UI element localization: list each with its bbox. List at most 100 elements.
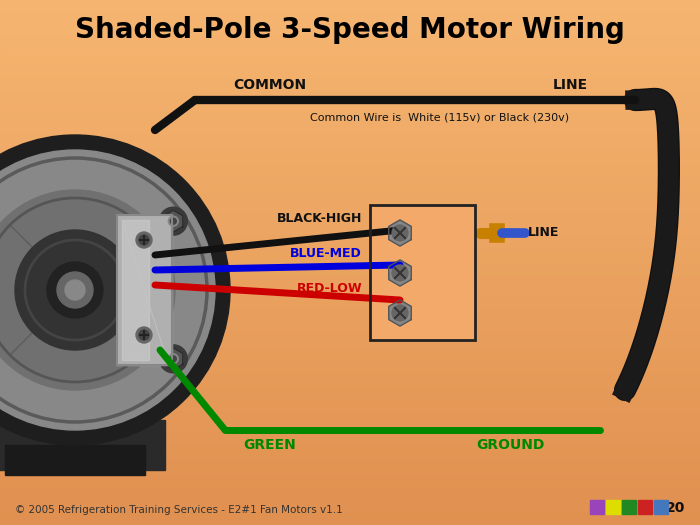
Bar [0,208,700,211]
Bar [0,425,700,427]
Bar [0,87,700,90]
Bar [0,464,700,467]
Bar [0,285,700,288]
Bar [0,92,700,95]
Bar [0,438,700,440]
Bar [0,155,700,159]
Circle shape [65,280,85,300]
Bar [117,215,172,365]
Bar [0,0,700,3]
Bar [0,150,700,153]
Bar [0,454,700,456]
Bar [0,430,700,433]
Circle shape [139,330,149,340]
Bar [0,494,700,496]
Bar [0,237,700,240]
Bar [0,504,700,507]
Bar [0,272,700,275]
Bar [0,514,700,517]
Bar [0,372,700,375]
Bar [0,190,700,193]
Bar [0,406,700,409]
Bar [0,375,700,377]
Bar [0,180,700,182]
Bar [0,235,700,237]
Circle shape [168,216,178,226]
Bar [0,159,700,161]
Bar [0,509,700,512]
Circle shape [136,327,152,343]
Bar [0,282,700,285]
Bar [0,366,700,370]
Text: © 2005 Refrigeration Training Services - E2#1 Fan Motors v1.1: © 2005 Refrigeration Training Services -… [15,505,343,515]
Bar [0,174,700,177]
Bar [0,69,700,71]
Bar [0,10,700,13]
Bar [0,280,700,282]
Bar [0,45,700,47]
Bar [0,335,700,338]
Bar [0,161,700,164]
Bar [0,277,700,280]
Bar [0,85,700,87]
Bar [0,288,700,290]
Bar [0,5,700,8]
Bar [0,224,700,227]
Bar [0,446,700,448]
Bar [0,64,700,66]
Bar [0,227,700,229]
Circle shape [160,207,188,235]
Bar [0,380,700,383]
Bar [0,351,700,353]
Bar [0,496,700,499]
Bar [0,520,700,522]
Bar [654,500,668,514]
Bar [0,142,700,145]
Bar [0,370,700,372]
Bar [0,24,700,26]
Bar [117,215,172,365]
Bar [0,18,700,21]
Circle shape [170,356,176,362]
Bar [0,472,700,475]
Bar [0,124,700,127]
Bar [0,404,700,406]
Text: GROUND: GROUND [476,438,544,452]
Bar [0,443,700,446]
Bar [0,219,700,222]
Bar [0,301,700,303]
Bar [0,267,700,269]
Bar [0,478,700,480]
Bar [0,401,700,404]
Bar [0,26,700,29]
Bar [0,42,700,45]
Bar [0,98,700,100]
Bar [0,364,700,366]
Bar [0,145,700,148]
Bar [0,243,700,245]
Bar [0,71,700,74]
Bar [370,205,475,340]
Text: BLACK-HIGH: BLACK-HIGH [276,212,362,225]
Bar [0,3,700,5]
Circle shape [0,150,215,430]
Bar [0,461,700,464]
Bar [0,216,700,219]
Bar [0,388,700,391]
Bar [0,29,700,32]
Bar [0,77,700,79]
Bar [0,74,700,77]
Bar [0,222,700,224]
Bar [0,398,700,401]
Bar [0,106,700,108]
Bar [0,488,700,491]
Bar [0,53,700,56]
Bar [0,258,700,261]
Text: Common Wire is  White (115v) or Black (230v): Common Wire is White (115v) or Black (23… [310,112,569,122]
Bar [0,232,700,235]
Bar [0,16,700,18]
Bar [0,319,700,322]
Bar [0,332,700,335]
Bar [0,182,700,185]
Text: LINE: LINE [552,78,587,92]
